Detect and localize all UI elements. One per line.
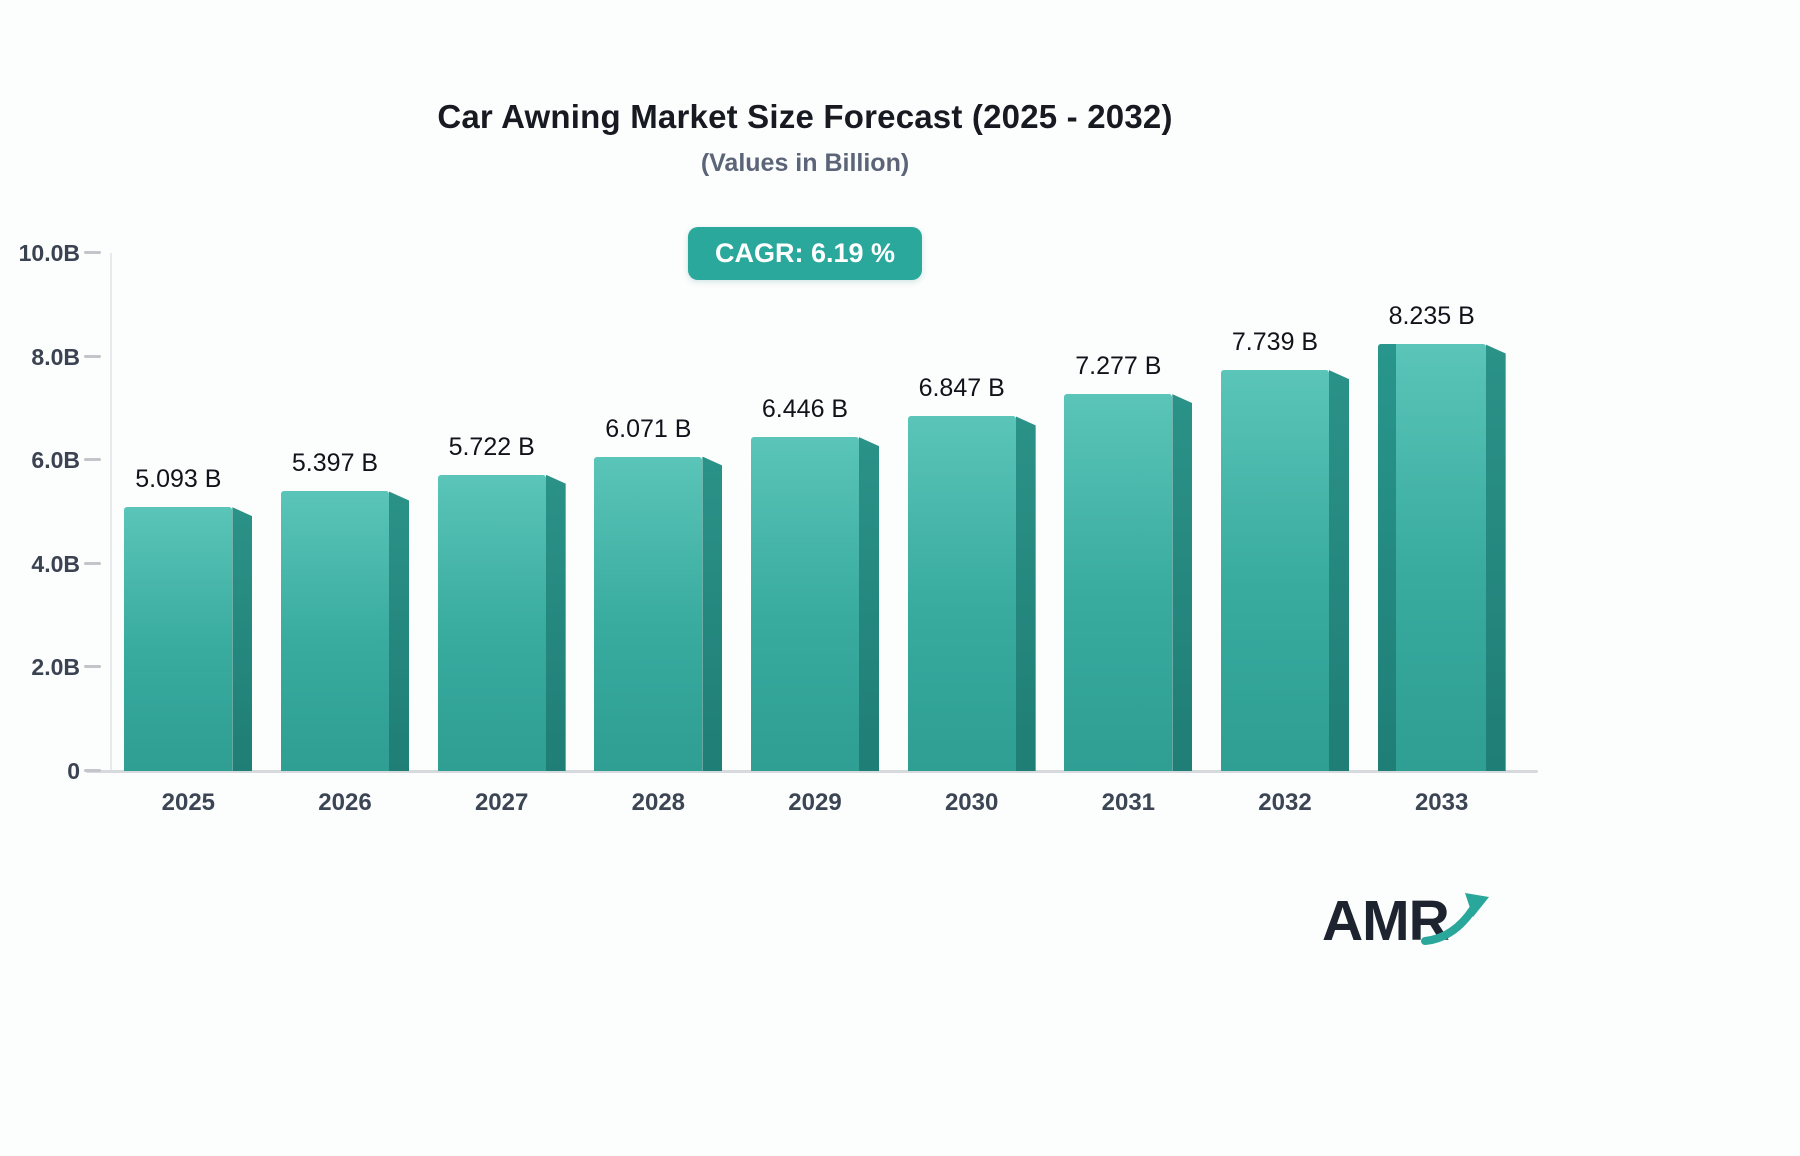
cagr-label: CAGR: 6.19 % xyxy=(714,238,896,268)
bar-side-face xyxy=(1329,370,1349,771)
bar-value-label: 5.722 B xyxy=(448,432,535,461)
bar-2033: 8.235 B xyxy=(1377,302,1506,771)
bar-side-face xyxy=(702,456,723,771)
bar-side-face xyxy=(545,474,566,771)
bar-face xyxy=(751,437,859,771)
bar-2027: 5.722 B xyxy=(437,433,566,771)
amr-logo-arrow-icon xyxy=(1420,893,1489,945)
chart-title: Car Awning Market Size Forecast (2025 - … xyxy=(437,98,1173,135)
x-axis-label-2026: 2026 xyxy=(318,789,372,816)
x-axis-label-2031: 2031 xyxy=(1101,789,1156,816)
y-tick-label-4.0B: 4.0B xyxy=(31,550,80,577)
bar-face xyxy=(1064,394,1173,771)
bar-value-label: 6.847 B xyxy=(918,374,1005,403)
bar-value-label: 5.397 B xyxy=(291,449,379,478)
y-tick-mark xyxy=(84,769,101,772)
bar-2028: 6.071 B xyxy=(594,415,723,771)
y-axis-line xyxy=(110,253,112,771)
x-axis-label-2027: 2027 xyxy=(474,789,529,816)
x-axis-label-2033: 2033 xyxy=(1414,789,1469,816)
bar-side-face xyxy=(1172,394,1193,771)
bar-side-face xyxy=(1485,344,1506,771)
bar-side-face xyxy=(1015,416,1036,771)
bar-face xyxy=(437,474,546,771)
bar-left-face xyxy=(1377,344,1396,771)
bar-face xyxy=(907,416,1016,771)
cagr-badge: CAGR: 6.19 % xyxy=(687,227,923,280)
bar-2029: 6.446 B xyxy=(751,395,879,771)
y-tick-mark xyxy=(84,251,101,254)
bar-side-face xyxy=(232,507,253,771)
bar-face xyxy=(124,507,233,771)
chart-subtitle: (Values in Billion) xyxy=(700,149,910,177)
bar-face xyxy=(1377,344,1486,771)
bar-face xyxy=(1221,370,1329,771)
y-tick-label-2.0B: 2.0B xyxy=(31,654,80,681)
plot-area: 5.093 B 2025 5.397 B 2026 5.722 B 2027 6.071 B… xyxy=(19,240,1538,816)
y-tick-mark xyxy=(84,665,101,669)
bar-value-label: 6.446 B xyxy=(761,395,849,424)
y-tick-label-8.0B: 8.0B xyxy=(31,343,80,370)
bar-face xyxy=(594,456,703,771)
bar-value-label: 7.739 B xyxy=(1231,328,1319,357)
bar-value-label: 7.277 B xyxy=(1075,352,1162,381)
amr-logo: AMR xyxy=(1322,893,1493,950)
bar-face xyxy=(281,491,389,771)
bar-side-face xyxy=(389,491,409,771)
x-axis-line xyxy=(86,770,1538,773)
bar-2026: 5.397 B xyxy=(281,449,409,771)
x-axis-label-2029: 2029 xyxy=(788,789,842,816)
x-axis-label-2025: 2025 xyxy=(161,789,216,816)
bar-2025: 5.093 B xyxy=(124,465,253,771)
y-tick-label-0: 0 xyxy=(67,758,80,784)
bar-value-label: 8.235 B xyxy=(1388,302,1475,331)
x-axis-label-2032: 2032 xyxy=(1258,789,1312,816)
y-tick-label-10.0B: 10.0B xyxy=(18,240,80,266)
x-axis-label-2030: 2030 xyxy=(944,789,999,816)
x-axis-label-2028: 2028 xyxy=(631,789,686,816)
y-tick-mark xyxy=(84,458,101,462)
bar-2031: 7.277 B xyxy=(1064,352,1193,771)
y-tick-mark xyxy=(84,354,101,358)
bar-2030: 6.847 B xyxy=(907,374,1036,771)
bar-value-label: 5.093 B xyxy=(135,465,222,494)
bar-side-face xyxy=(859,437,879,771)
bar-2032: 7.739 B xyxy=(1221,328,1349,771)
bar-value-label: 6.071 B xyxy=(605,414,692,443)
y-tick-mark xyxy=(84,561,101,565)
y-tick-label-6.0B: 6.0B xyxy=(31,447,80,474)
